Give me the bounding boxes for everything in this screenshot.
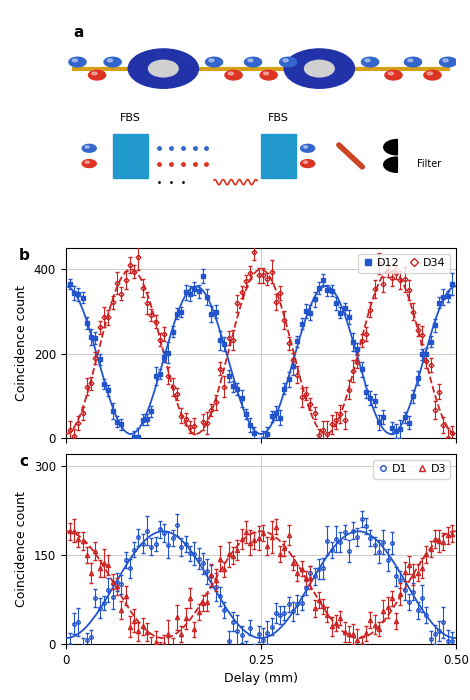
Text: FBS: FBS	[120, 113, 141, 123]
Circle shape	[280, 57, 297, 66]
Circle shape	[104, 57, 121, 66]
Circle shape	[361, 57, 379, 66]
Circle shape	[128, 49, 198, 88]
Circle shape	[385, 70, 402, 80]
Circle shape	[443, 59, 448, 62]
Circle shape	[388, 72, 393, 75]
Text: a: a	[74, 25, 84, 40]
Circle shape	[439, 57, 457, 66]
Circle shape	[88, 70, 106, 80]
Circle shape	[205, 57, 223, 66]
X-axis label: Delay (mm): Delay (mm)	[224, 672, 298, 685]
Text: b: b	[19, 248, 30, 263]
Circle shape	[427, 72, 432, 75]
Circle shape	[284, 49, 354, 88]
Circle shape	[92, 72, 97, 75]
Circle shape	[209, 59, 214, 62]
Circle shape	[248, 59, 253, 62]
Circle shape	[82, 160, 96, 167]
Circle shape	[85, 146, 89, 148]
Polygon shape	[384, 139, 398, 155]
Circle shape	[228, 72, 234, 75]
Circle shape	[304, 161, 308, 163]
Circle shape	[225, 70, 242, 80]
Circle shape	[365, 59, 370, 62]
FancyBboxPatch shape	[113, 134, 148, 178]
Circle shape	[301, 144, 315, 152]
Y-axis label: Coincidence count: Coincidence count	[15, 286, 28, 401]
Circle shape	[301, 160, 315, 167]
Text: Filter: Filter	[417, 159, 441, 169]
Text: FBS: FBS	[268, 113, 289, 123]
Circle shape	[85, 161, 89, 163]
Circle shape	[283, 59, 288, 62]
Circle shape	[108, 59, 113, 62]
Circle shape	[264, 72, 269, 75]
FancyBboxPatch shape	[261, 134, 296, 178]
Circle shape	[260, 70, 277, 80]
Circle shape	[408, 59, 413, 62]
Polygon shape	[384, 157, 398, 172]
Circle shape	[82, 144, 96, 152]
Legend: D12, D34: D12, D34	[359, 254, 450, 273]
Circle shape	[424, 70, 441, 80]
Circle shape	[69, 57, 86, 66]
Circle shape	[149, 60, 178, 77]
Circle shape	[72, 59, 78, 62]
Y-axis label: Coincidence count: Coincidence count	[15, 491, 28, 607]
Circle shape	[244, 57, 262, 66]
Legend: D1, D3: D1, D3	[373, 460, 450, 479]
Circle shape	[404, 57, 422, 66]
Circle shape	[304, 146, 308, 148]
Circle shape	[305, 60, 334, 77]
Text: c: c	[19, 454, 28, 469]
